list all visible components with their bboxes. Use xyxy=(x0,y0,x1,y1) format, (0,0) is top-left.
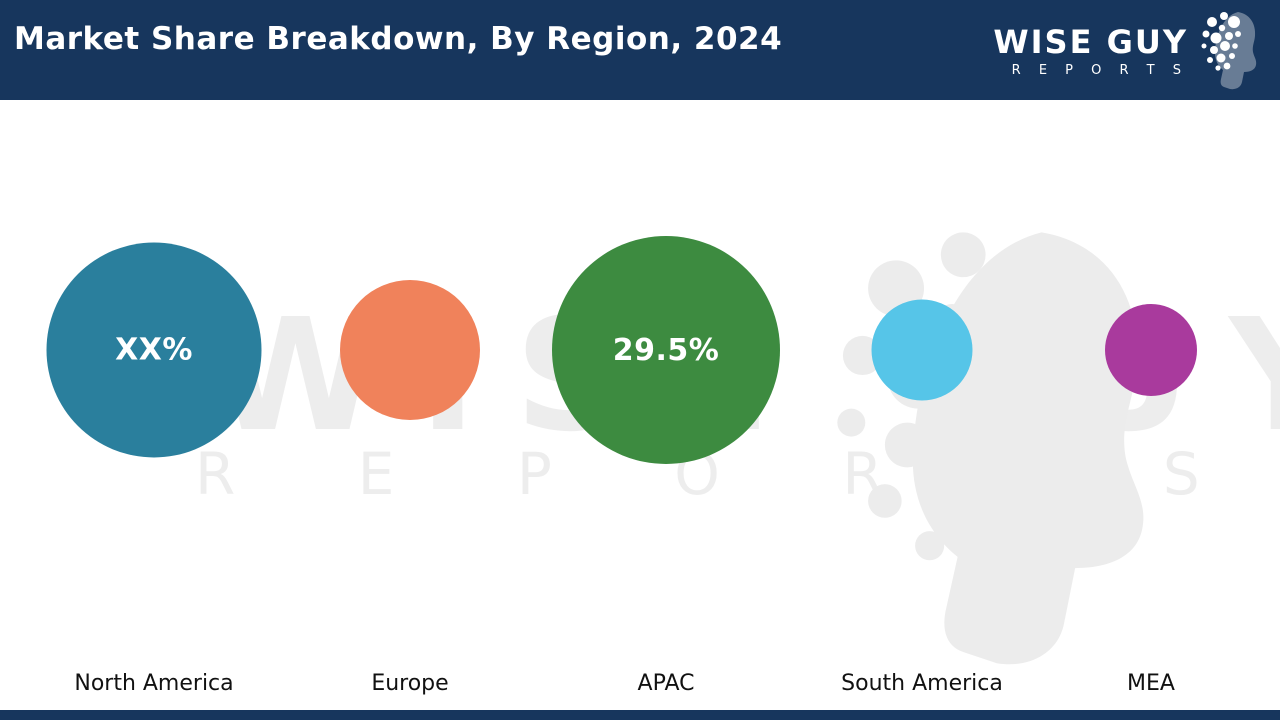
bubble-value-label: XX% xyxy=(115,332,193,368)
region-label-north-america: North America xyxy=(74,671,234,696)
region-label-mea: MEA xyxy=(1127,671,1175,696)
region-label-europe: Europe xyxy=(371,671,449,696)
bubble-apac: 29.5% xyxy=(552,236,780,464)
header: Market Share Breakdown, By Region, 2024 … xyxy=(0,0,1280,100)
page-title: Market Share Breakdown, By Region, 2024 xyxy=(14,21,783,57)
bubble-europe xyxy=(340,280,480,420)
logo-subtitle: R E P O R T S xyxy=(1011,62,1188,78)
wise-guy-logo: WISE GUY R E P O R T S xyxy=(993,8,1260,92)
logo-text: WISE GUY R E P O R T S xyxy=(993,23,1188,78)
bubble-mea xyxy=(1105,304,1197,396)
head-dots-icon xyxy=(1201,12,1257,90)
bubble-value-label: 29.5% xyxy=(612,332,720,368)
bubble-south-america xyxy=(871,299,973,401)
footer-bar xyxy=(0,710,1280,720)
bubble-north-america: XX% xyxy=(46,242,262,458)
bubble-chart: XX% 29.5% North America Europe APAC Sout… xyxy=(0,100,1280,710)
region-label-apac: APAC xyxy=(637,671,695,696)
logo-wordmark: WISE GUY xyxy=(993,22,1188,61)
region-label-south-america: South America xyxy=(841,671,1003,696)
